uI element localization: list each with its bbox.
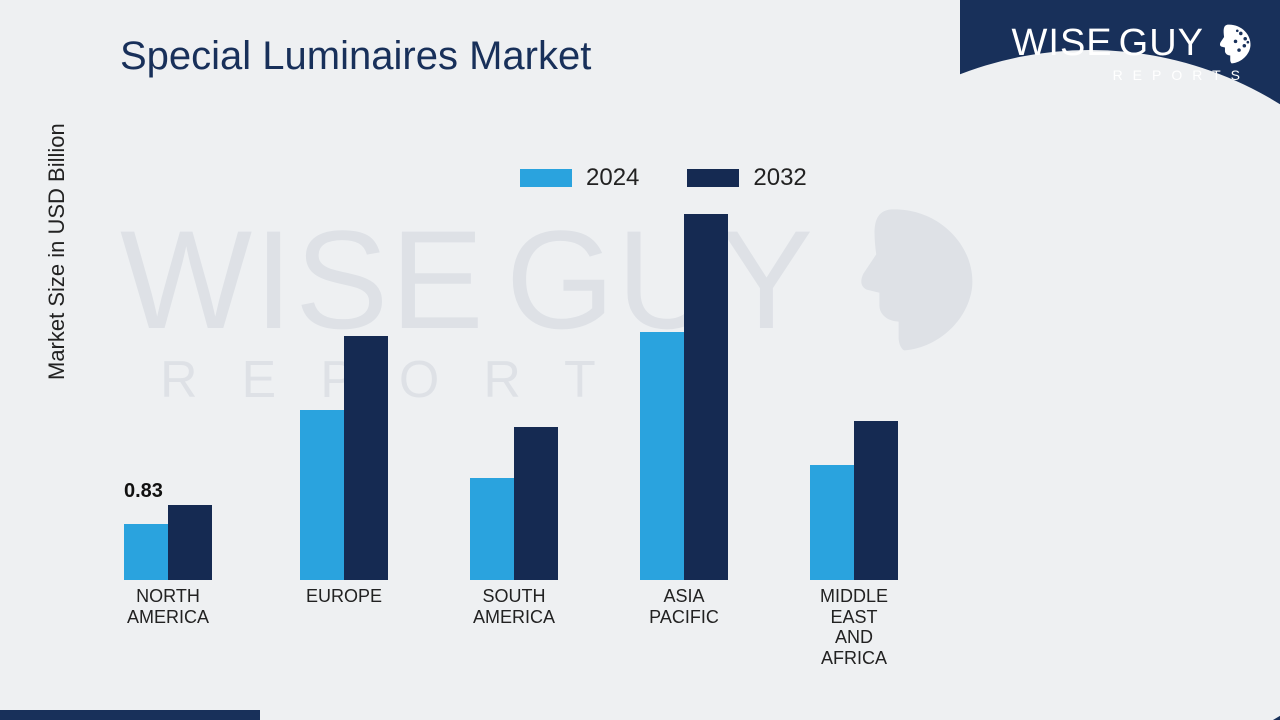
brand-word-guy: GUY (1119, 24, 1204, 64)
brand-logo: WISE GUY REPORTS (1012, 22, 1254, 83)
bar-group: 0.83NORTH AMERICA (124, 505, 212, 580)
bottom-accent-stripe (0, 710, 260, 720)
bar-2024 (470, 478, 514, 580)
legend-label-2032: 2032 (753, 164, 806, 192)
brand-word-reports: REPORTS (1012, 68, 1254, 83)
brand-head-icon (1210, 22, 1254, 66)
bar-group: EUROPE (300, 336, 388, 580)
category-label: MIDDLE EAST AND AFRICA (820, 586, 888, 669)
chart-title: Special Luminaires Market (120, 34, 591, 79)
category-label: SOUTH AMERICA (473, 586, 555, 627)
legend-item-2024: 2024 (520, 164, 639, 192)
category-label: NORTH AMERICA (127, 586, 209, 627)
category-label: EUROPE (306, 586, 382, 607)
bar-2032 (168, 505, 212, 580)
brand-word-wise: WISE (1012, 24, 1113, 64)
legend-item-2032: 2032 (687, 164, 806, 192)
y-axis-label: Market Size in USD Billion (44, 123, 70, 380)
category-label: ASIA PACIFIC (649, 586, 719, 627)
bar-2032 (344, 336, 388, 580)
legend-swatch-2032 (687, 169, 739, 187)
chart-plot-area: 0.83NORTH AMERICA EUROPE SOUTH AMERICA ASIA… (100, 200, 940, 580)
bar-2032 (514, 427, 558, 580)
bar-group: ASIA PACIFIC (640, 214, 728, 580)
legend-label-2024: 2024 (586, 164, 639, 192)
bar-2024 (124, 524, 168, 580)
legend-swatch-2024 (520, 169, 572, 187)
stage: WISE GUY REPORTS WISE GUY (0, 0, 1280, 720)
bar-2032 (854, 421, 898, 580)
legend: 2024 2032 (520, 164, 807, 192)
bar-group: SOUTH AMERICA (470, 427, 558, 580)
bar-2032 (684, 214, 728, 580)
bar-2024 (810, 465, 854, 580)
bar-2024 (300, 410, 344, 580)
bar-2024 (640, 332, 684, 580)
bar-group: MIDDLE EAST AND AFRICA (810, 421, 898, 580)
bar-value-label: 0.83 (124, 480, 163, 505)
